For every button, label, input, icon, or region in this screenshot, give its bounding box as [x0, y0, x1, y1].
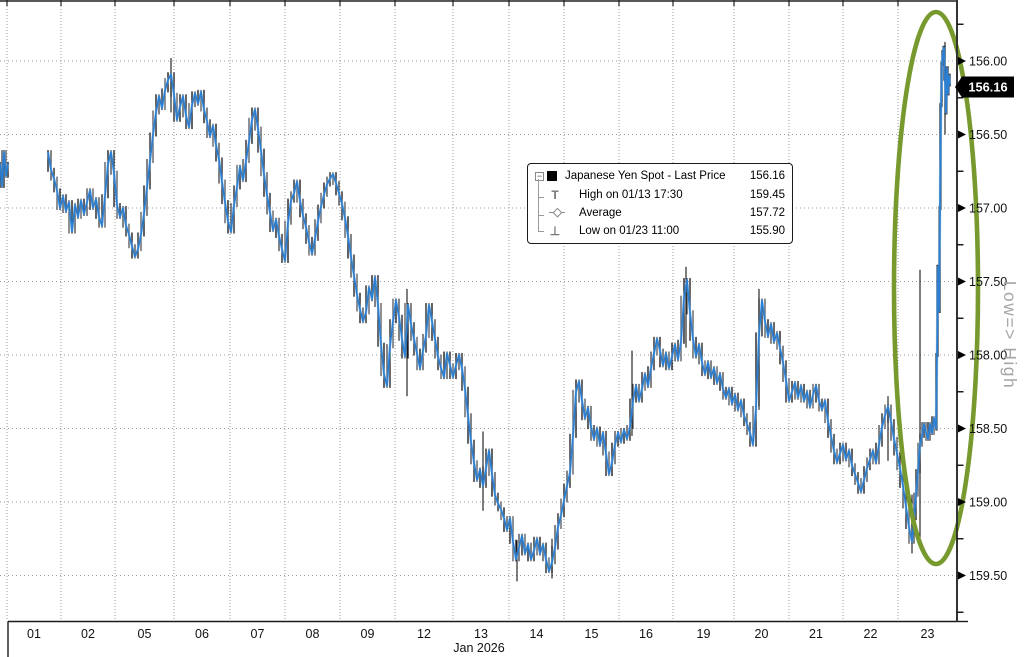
last-price-badge-shape [955, 76, 1014, 98]
legend-value: 156.16 [749, 170, 785, 183]
price-bars [0, 45, 951, 574]
x-axis-label: 02 [81, 627, 95, 641]
legend-icon-cell: ⊥ [533, 224, 579, 239]
x-axis-label: 09 [361, 627, 375, 641]
legend-tree-stub [538, 197, 544, 198]
y-axis-label: 159.50 [969, 569, 1007, 583]
x-axis-label: 20 [755, 627, 769, 641]
x-axis-label: 14 [530, 627, 544, 641]
x-axis-label: 01 [27, 627, 41, 641]
axis-direction-label: Low=> High [1000, 281, 1020, 389]
legend-tree-connector [538, 179, 539, 231]
last-price-line-glow [46, 46, 952, 573]
legend-row: ⊥ Low on 01/23 11:00 155.90 [533, 222, 785, 240]
x-axis-month-label: Jan 2026 [453, 641, 504, 655]
last-price-badge: 156.16 [955, 76, 1014, 98]
average-marker-icon [549, 208, 565, 218]
legend-row: T High on 01/13 17:30 159.45 [533, 185, 785, 203]
x-axis-label: 07 [251, 627, 265, 641]
legend-value: 155.90 [749, 225, 785, 238]
x-axis-label: 19 [697, 627, 711, 641]
last-price-line [0, 151, 9, 187]
horizontal-gridlines [0, 60, 957, 577]
legend-tree-stub [538, 231, 544, 232]
y-axis-label: 158.50 [969, 422, 1007, 436]
y-axis-tick-arrow [958, 277, 966, 286]
legend-icon-cell [533, 208, 579, 218]
y-axis-tick-arrow [958, 130, 966, 139]
highlight-ellipse [891, 9, 981, 567]
x-axis-label: 08 [306, 627, 320, 641]
legend-value: 159.45 [749, 188, 785, 201]
y-axis-label: 158.00 [969, 348, 1007, 362]
y-axis-tick-arrow [958, 57, 966, 66]
x-axis-label: 15 [585, 627, 599, 641]
bottom-axis [7, 620, 968, 657]
y-axis-tick-arrow [958, 571, 966, 580]
x-axis-label: 12 [417, 627, 431, 641]
y-axis-label: 157.50 [969, 275, 1007, 289]
legend-label: High on 01/13 17:30 [579, 188, 683, 201]
high-marker-icon: T [551, 187, 559, 202]
y-axis-label: 159.00 [969, 495, 1007, 509]
y-axis-tick-arrow [958, 498, 966, 507]
legend-rows: − Japanese Yen Spot - Last Price 156.16 T Hi… [533, 167, 785, 241]
last-price-badge-text: 156.16 [968, 80, 1007, 95]
y-axis-tick-arrow [958, 204, 966, 213]
legend-value: 157.72 [749, 206, 785, 219]
tree-expander-icon[interactable]: − [535, 170, 544, 181]
right-axis-labels: 156.00 156.50 157.00 157.50 158.00 158.50 159.… [969, 54, 1007, 583]
legend-box[interactable]: − Japanese Yen Spot - Last Price 156.16 T Hi… [527, 163, 793, 244]
right-axis-ticks [957, 23, 966, 613]
y-axis-label: 157.00 [969, 201, 1007, 215]
series-swatch-icon [547, 171, 557, 182]
legend-tree-stub [538, 215, 544, 216]
price-line [0, 46, 952, 573]
last-price-line [47, 46, 951, 572]
legend-label: Japanese Yen Spot - Last Price [565, 170, 726, 183]
y-axis-label: 156.00 [969, 54, 1007, 68]
y-axis-label: 156.50 [969, 128, 1007, 142]
x-axis-label: 06 [195, 627, 209, 641]
x-axis-label: 23 [921, 627, 935, 641]
x-axis-label: 22 [864, 627, 878, 641]
legend-row: Average 157.72 [533, 204, 785, 222]
legend-icon-cell: − [533, 170, 565, 182]
x-axis-label: 13 [474, 627, 488, 641]
y-axis-tick-arrow [958, 424, 966, 433]
low-marker-icon: ⊥ [549, 224, 561, 239]
legend-icon-cell: T [533, 187, 579, 202]
top-axis [0, 0, 957, 6]
x-axis-label: 16 [639, 627, 653, 641]
legend-label: Average [579, 206, 622, 219]
y-axis-tick-arrow [958, 351, 966, 360]
x-axis-label: 21 [809, 627, 823, 641]
x-axis-labels: 01 02 05 06 07 08 09 12 13 14 15 16 19 20 21 22 23 [27, 627, 934, 641]
legend-row: − Japanese Yen Spot - Last Price 156.16 [533, 167, 785, 185]
x-axis-label: 05 [138, 627, 152, 641]
legend-label: Low on 01/23 11:00 [579, 225, 680, 238]
price-wicks [170, 41, 946, 582]
